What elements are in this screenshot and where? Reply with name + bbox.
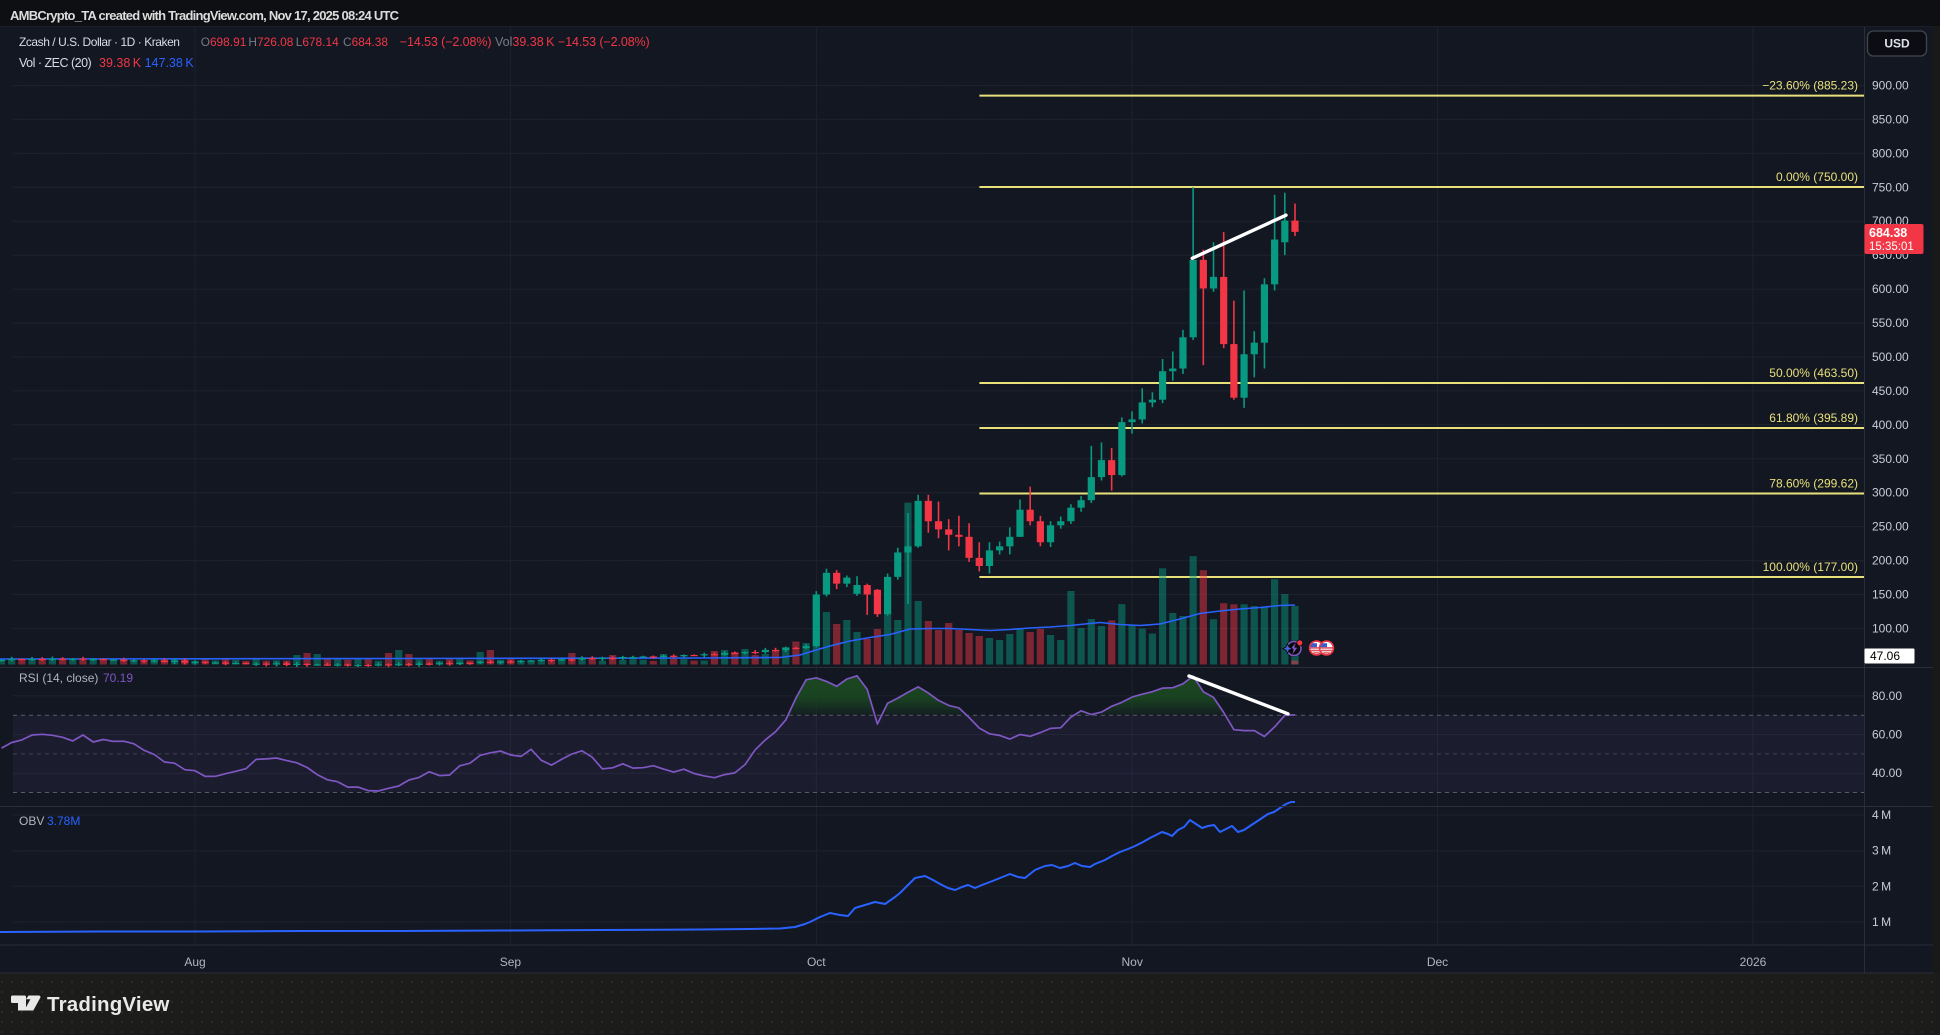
svg-text:RSI (14, close): RSI (14, close) (19, 671, 98, 685)
svg-text:Vol39.38 K: Vol39.38 K (495, 35, 555, 49)
svg-text:800.00: 800.00 (1872, 146, 1909, 160)
svg-text:400.00: 400.00 (1872, 418, 1909, 432)
svg-text:350.00: 350.00 (1872, 452, 1909, 466)
svg-text:150.00: 150.00 (1872, 588, 1909, 602)
svg-text:500.00: 500.00 (1872, 350, 1909, 364)
svg-text:Nov: Nov (1122, 955, 1143, 969)
svg-text:2026: 2026 (1740, 955, 1767, 969)
svg-text:250.00: 250.00 (1872, 520, 1909, 534)
svg-text:Dec: Dec (1427, 955, 1448, 969)
svg-text:TradingView: TradingView (47, 993, 170, 1016)
svg-text:3 M: 3 M (1872, 844, 1891, 858)
svg-text:39.38 K: 39.38 K (99, 56, 142, 70)
svg-text:OBV: OBV (19, 814, 44, 828)
svg-text:600.00: 600.00 (1872, 282, 1909, 296)
svg-text:100.00% (177.00): 100.00% (177.00) (1763, 560, 1858, 574)
svg-text:Oct: Oct (807, 955, 826, 969)
svg-text:50.00% (463.50): 50.00% (463.50) (1769, 366, 1858, 380)
svg-text:3.78M: 3.78M (47, 814, 80, 828)
svg-text:Vol · ZEC (20): Vol · ZEC (20) (19, 56, 92, 70)
svg-text:O698.91: O698.91 (201, 35, 247, 49)
svg-text:Aug: Aug (184, 955, 205, 969)
svg-text:100.00: 100.00 (1872, 621, 1909, 635)
svg-text:200.00: 200.00 (1872, 554, 1909, 568)
svg-text:47.06: 47.06 (1870, 649, 1900, 663)
svg-text:684.38: 684.38 (1869, 226, 1907, 240)
svg-text:−14.53 (−2.08%): −14.53 (−2.08%) (558, 35, 650, 49)
svg-text:850.00: 850.00 (1872, 112, 1909, 126)
svg-text:AMBCrypto_TA created with Trad: AMBCrypto_TA created with TradingView.co… (10, 8, 400, 23)
svg-text:−14.53 (−2.08%): −14.53 (−2.08%) (400, 35, 492, 49)
svg-text:Sep: Sep (500, 955, 522, 969)
svg-text:1 M: 1 M (1872, 915, 1891, 929)
svg-text:750.00: 750.00 (1872, 180, 1909, 194)
svg-text:40.00: 40.00 (1872, 766, 1902, 780)
svg-text:C684.38: C684.38 (343, 35, 388, 49)
svg-text:61.80% (395.89): 61.80% (395.89) (1769, 411, 1858, 425)
svg-text:0.00% (750.00): 0.00% (750.00) (1776, 170, 1858, 184)
svg-text:15:35:01: 15:35:01 (1869, 241, 1914, 253)
svg-text:L678.14: L678.14 (296, 35, 339, 49)
svg-text:450.00: 450.00 (1872, 384, 1909, 398)
svg-text:78.60% (299.62): 78.60% (299.62) (1769, 477, 1858, 491)
svg-text:147.38 K: 147.38 K (145, 56, 195, 70)
svg-text:70.19: 70.19 (103, 671, 133, 685)
svg-text:H726.08: H726.08 (248, 35, 293, 49)
svg-text:900.00: 900.00 (1872, 78, 1909, 92)
svg-text:2 M: 2 M (1872, 879, 1891, 893)
svg-text:4 M: 4 M (1872, 808, 1891, 822)
svg-text:60.00: 60.00 (1872, 728, 1902, 742)
svg-text:80.00: 80.00 (1872, 689, 1902, 703)
svg-text:300.00: 300.00 (1872, 486, 1909, 500)
svg-text:USD: USD (1884, 37, 1910, 51)
svg-text:−23.60% (885.23): −23.60% (885.23) (1762, 79, 1858, 93)
svg-text:550.00: 550.00 (1872, 316, 1909, 330)
svg-text:Zcash / U.S. Dollar · 1D · Kra: Zcash / U.S. Dollar · 1D · Kraken (19, 35, 180, 49)
